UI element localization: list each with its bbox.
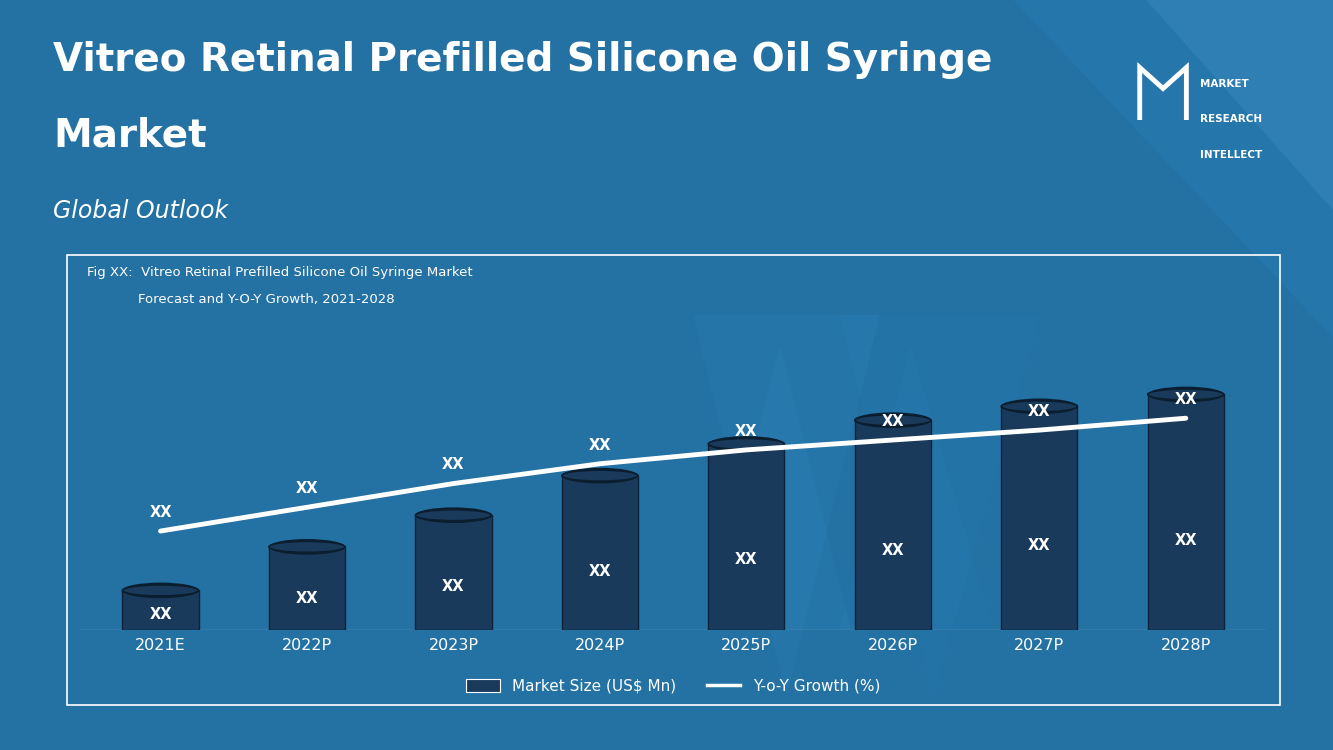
Text: XX: XX — [1028, 404, 1050, 419]
Bar — [416, 515, 492, 630]
Polygon shape — [840, 315, 1040, 698]
Ellipse shape — [854, 413, 930, 428]
Text: XX: XX — [1028, 538, 1050, 553]
Bar — [854, 420, 930, 630]
Polygon shape — [933, 0, 1333, 210]
Ellipse shape — [561, 468, 639, 484]
Text: XX: XX — [149, 608, 172, 622]
Text: XX: XX — [881, 414, 904, 429]
Text: Global Outlook: Global Outlook — [53, 199, 228, 223]
Text: XX: XX — [734, 552, 757, 567]
Text: XX: XX — [881, 543, 904, 558]
Bar — [708, 444, 785, 630]
Text: Vitreo Retinal Prefilled Silicone Oil Syringe: Vitreo Retinal Prefilled Silicone Oil Sy… — [53, 41, 993, 80]
Text: Forecast and Y-O-Y Growth, 2021-2028: Forecast and Y-O-Y Growth, 2021-2028 — [87, 292, 395, 305]
Text: XX: XX — [149, 505, 172, 520]
Ellipse shape — [561, 470, 639, 481]
Bar — [269, 547, 345, 630]
Text: XX: XX — [1174, 533, 1197, 548]
Polygon shape — [773, 0, 1333, 338]
Polygon shape — [709, 345, 852, 630]
Text: Market: Market — [53, 116, 207, 154]
Ellipse shape — [1148, 389, 1224, 400]
Ellipse shape — [1001, 400, 1077, 412]
Ellipse shape — [1148, 387, 1224, 402]
Polygon shape — [693, 315, 880, 698]
Ellipse shape — [708, 436, 785, 451]
Ellipse shape — [123, 585, 199, 596]
Bar — [123, 590, 199, 630]
Text: XX: XX — [296, 482, 319, 496]
Ellipse shape — [416, 507, 492, 523]
Text: XX: XX — [589, 438, 612, 453]
Ellipse shape — [708, 439, 785, 449]
Bar — [1001, 406, 1077, 630]
Ellipse shape — [123, 583, 199, 598]
Text: INTELLECT: INTELLECT — [1200, 150, 1262, 160]
Ellipse shape — [1001, 398, 1077, 414]
Ellipse shape — [854, 415, 930, 426]
Text: XX: XX — [296, 591, 319, 606]
Text: MARKET: MARKET — [1200, 79, 1249, 88]
Text: RESEARCH: RESEARCH — [1200, 114, 1262, 124]
Polygon shape — [840, 345, 993, 630]
Legend: Market Size (US$ Mn), Y-o-Y Growth (%): Market Size (US$ Mn), Y-o-Y Growth (%) — [467, 679, 880, 694]
Ellipse shape — [269, 542, 345, 552]
Text: XX: XX — [734, 424, 757, 439]
Text: Fig XX:  Vitreo Retinal Prefilled Silicone Oil Syringe Market: Fig XX: Vitreo Retinal Prefilled Silicon… — [87, 266, 472, 279]
Ellipse shape — [416, 510, 492, 520]
Bar — [561, 476, 639, 630]
Ellipse shape — [269, 539, 345, 555]
Text: XX: XX — [589, 564, 612, 579]
Text: XX: XX — [1174, 392, 1197, 407]
Text: XX: XX — [443, 579, 465, 594]
Text: XX: XX — [443, 458, 465, 472]
Bar — [1148, 394, 1224, 630]
